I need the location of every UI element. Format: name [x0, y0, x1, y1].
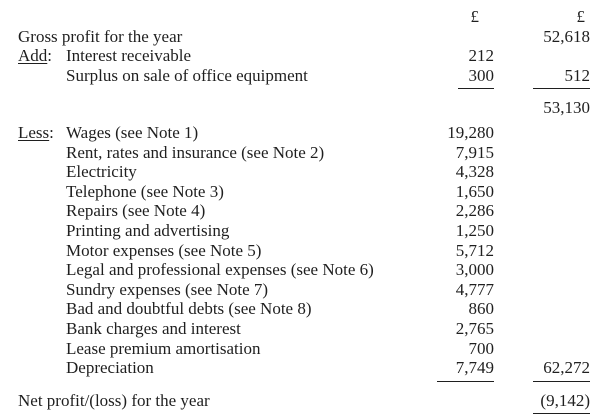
- column-header-pound-1: £: [470, 7, 480, 26]
- row-gross-profit: Gross profit for the year 52,618: [18, 27, 590, 47]
- row-label: Wages (see Note 1): [66, 122, 199, 142]
- amount-value: 1,250: [455, 220, 494, 240]
- row-label: Electricity: [66, 162, 137, 182]
- row-label: Telephone (see Note 3): [66, 181, 224, 201]
- amount-detail: 19,280: [414, 123, 494, 143]
- row-printing-advertising: Printing and advertising 1,250: [18, 221, 590, 241]
- amount-total: 512: [494, 66, 590, 90]
- amount-value: 3,000: [455, 260, 494, 280]
- amount-detail: 860: [414, 299, 495, 319]
- row-subtotal: 53,130: [18, 98, 590, 118]
- amount-detail: 4,328: [414, 162, 494, 182]
- section-prefix-less: Less:: [18, 123, 66, 143]
- row-surplus-office-equipment: Surplus on sale of office equipment 300 …: [18, 66, 590, 90]
- row-label: Surplus on sale of office equipment: [66, 65, 308, 85]
- amount-value: 860: [468, 299, 495, 319]
- amount-value: 2,286: [455, 201, 494, 221]
- amount-value-underlined: 300: [458, 66, 494, 90]
- amount-detail: 4,777: [414, 280, 494, 300]
- amount-value-underlined: (9,142): [533, 391, 590, 415]
- row-label: Net profit/(loss) for the year: [18, 390, 210, 410]
- amount-value: 1,650: [455, 181, 494, 201]
- prefix-word: Add: [18, 46, 48, 66]
- amount-detail: 700: [414, 338, 495, 359]
- amount-value: 52,618: [543, 26, 590, 46]
- row-legal-professional-expenses: Legal and professional expenses (see Not…: [18, 260, 590, 280]
- amount-value: 4,328: [455, 162, 494, 182]
- row-label: Repairs (see Note 4): [66, 201, 206, 221]
- amount-total: 62,272: [494, 358, 590, 382]
- amount-detail: 2,765: [414, 319, 494, 339]
- amount-total: 52,618: [494, 27, 590, 47]
- row-interest-receivable: Add: Interest receivable 212: [18, 46, 590, 66]
- row-label: Depreciation: [66, 358, 154, 378]
- row-label: Sundry expenses (see Note 7): [66, 279, 269, 299]
- row-label: Legal and professional expenses (see Not…: [66, 260, 374, 280]
- amount-value: 4,777: [455, 279, 494, 299]
- row-label: Interest receivable: [66, 46, 192, 66]
- amount-value: 700: [468, 338, 495, 358]
- amount-detail: 3,000: [414, 260, 494, 280]
- amount-value: 7,915: [455, 142, 494, 162]
- amount-value: 19,280: [447, 122, 494, 142]
- row-label: Printing and advertising: [66, 220, 230, 240]
- row-wages: Less: Wages (see Note 1) 19,280: [18, 123, 590, 143]
- row-label: Lease premium amortisation: [66, 338, 261, 358]
- amount-detail: 2,286: [414, 201, 494, 221]
- amount-total: (9,142): [494, 391, 590, 415]
- amount-value: 212: [468, 46, 495, 66]
- row-bad-doubtful-debts: Bad and doubtful debts (see Note 8) 860: [18, 299, 590, 319]
- amount-detail: 300: [414, 66, 494, 90]
- row-repairs: Repairs (see Note 4) 2,286: [18, 201, 590, 221]
- amount-value-underlined: 512: [533, 66, 590, 90]
- row-label: Bad and doubtful debts (see Note 8): [66, 299, 312, 319]
- amount-value: 5,712: [455, 240, 494, 260]
- amount-detail: 7,915: [414, 143, 494, 163]
- currency-header-row: £ £: [18, 7, 590, 27]
- row-telephone: Telephone (see Note 3) 1,650: [18, 182, 590, 202]
- prefix-colon: :: [47, 46, 53, 66]
- row-label: Bank charges and interest: [66, 318, 241, 338]
- amount-value: 53,130: [543, 98, 590, 118]
- row-net-profit-loss: Net profit/(loss) for the year (9,142): [18, 391, 590, 415]
- column-header-pound-2: £: [576, 7, 586, 26]
- row-bank-charges-interest: Bank charges and interest 2,765: [18, 319, 590, 339]
- row-label: Motor expenses (see Note 5): [66, 240, 262, 260]
- row-rent-rates-insurance: Rent, rates and insurance (see Note 2) 7…: [18, 143, 590, 163]
- row-label: Gross profit for the year: [18, 26, 183, 46]
- row-motor-expenses: Motor expenses (see Note 5) 5,712: [18, 241, 590, 261]
- amount-detail: 1,650: [414, 182, 494, 202]
- amount-value-underlined: 7,749: [437, 358, 494, 382]
- amount-detail: 7,749: [414, 358, 494, 382]
- row-depreciation: Depreciation 7,749 62,272: [18, 358, 590, 382]
- prefix-colon: :: [49, 122, 54, 142]
- prefix-word: Less: [18, 122, 50, 142]
- amount-value-underlined: 62,272: [533, 358, 590, 382]
- row-sundry-expenses: Sundry expenses (see Note 7) 4,777: [18, 280, 590, 300]
- amount-value: 2,765: [455, 318, 494, 338]
- amount-detail: 5,712: [414, 241, 494, 261]
- amount-detail: 212: [414, 46, 495, 66]
- row-electricity: Electricity 4,328: [18, 162, 590, 182]
- amount-total: 53,130: [494, 98, 590, 118]
- amount-detail: 1,250: [414, 221, 494, 241]
- row-label: Rent, rates and insurance (see Note 2): [66, 142, 325, 162]
- row-lease-premium-amortisation: Lease premium amortisation 700: [18, 339, 590, 359]
- section-prefix-add: Add:: [18, 46, 66, 66]
